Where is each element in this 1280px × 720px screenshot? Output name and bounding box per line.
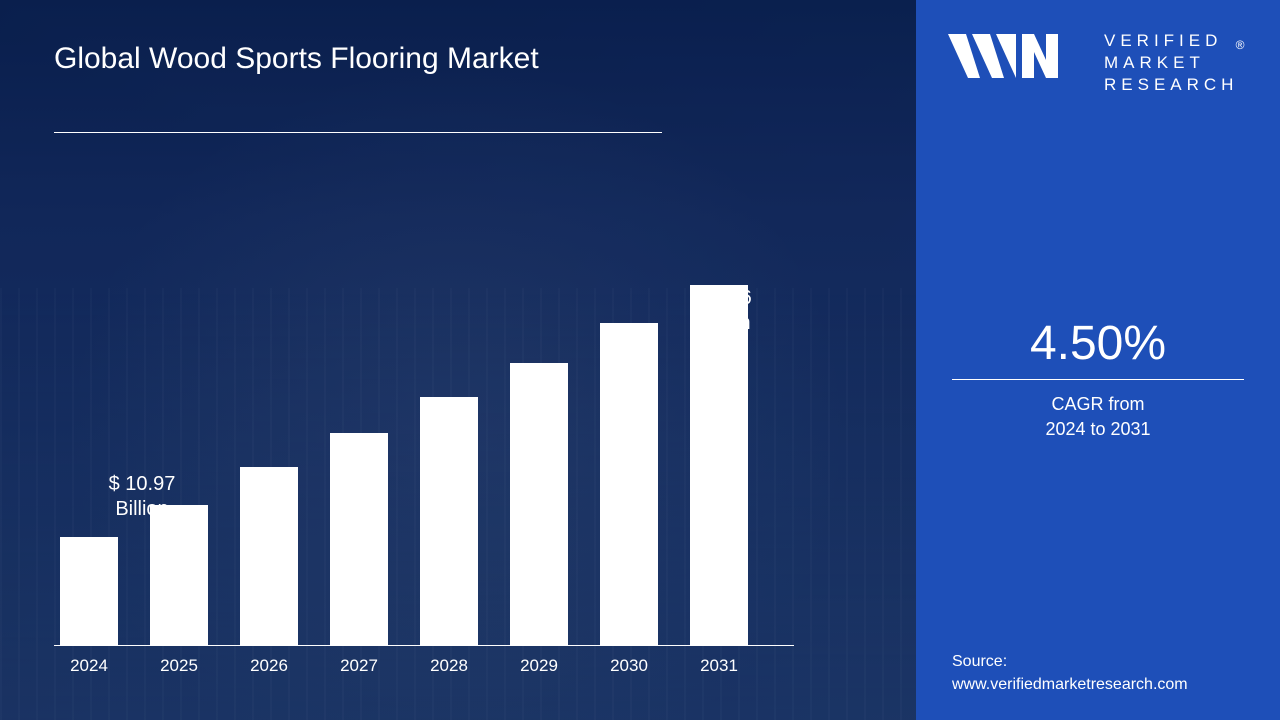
cagr-value: 4.50%: [952, 316, 1244, 371]
brand-line: MARKET: [1104, 53, 1205, 72]
brand-logo-block: VERIFIED MARKET RESEARCH ®: [946, 30, 1256, 96]
registered-mark: ®: [1236, 38, 1245, 52]
bar-2024: [60, 537, 118, 645]
year-labels: 2024 2025 2026 2027 2028 2029 2030 2031: [54, 656, 794, 676]
bar-2027: [330, 433, 388, 645]
left-panel: Global Wood Sports Flooring Market 2024 …: [0, 0, 916, 720]
year-label: 2026: [240, 656, 298, 676]
bar-chart: 2024 2025 2026 2027 2028 2029 2030 2031 …: [54, 164, 814, 684]
cagr-block: 4.50% CAGR from 2024 to 2031: [952, 316, 1244, 442]
year-label: 2025: [150, 656, 208, 676]
right-panel: VERIFIED MARKET RESEARCH ® 4.50% CAGR fr…: [916, 0, 1280, 720]
year-label: 2027: [330, 656, 388, 676]
source-label: Source:: [952, 653, 1007, 670]
source-block: Source: www.verifiedmarketresearch.com: [952, 651, 1188, 696]
bar-2031: [690, 285, 748, 645]
value-line2: Billion: [697, 312, 750, 334]
source-url: www.verifiedmarketresearch.com: [952, 676, 1188, 693]
value-line1: $ 15.6: [696, 287, 752, 309]
chart-title: Global Wood Sports Flooring Market: [54, 42, 539, 76]
year-label: 2031: [690, 656, 748, 676]
last-bar-value-label: $ 15.6 Billion: [674, 286, 774, 336]
cagr-caption-line: CAGR from: [1051, 394, 1144, 414]
year-label: 2030: [600, 656, 658, 676]
bar-2025: [150, 505, 208, 645]
title-underline: [54, 132, 662, 133]
bar-2029: [510, 363, 568, 645]
value-line2: Billion: [115, 498, 168, 520]
brand-line: RESEARCH: [1104, 75, 1238, 94]
bar-2026: [240, 467, 298, 645]
year-label: 2028: [420, 656, 478, 676]
vmr-logo-icon: [946, 30, 1086, 86]
bar-2030: [600, 323, 658, 645]
year-label: 2029: [510, 656, 568, 676]
cagr-caption: CAGR from 2024 to 2031: [952, 392, 1244, 442]
first-bar-value-label: $ 10.97 Billion: [92, 472, 192, 522]
chart-baseline: [54, 645, 794, 646]
brand-line: VERIFIED: [1104, 31, 1222, 50]
cagr-underline: [952, 379, 1244, 380]
bars-container: [54, 175, 794, 645]
cagr-caption-line: 2024 to 2031: [1045, 419, 1150, 439]
year-label: 2024: [60, 656, 118, 676]
brand-text: VERIFIED MARKET RESEARCH: [1104, 30, 1238, 96]
bar-2028: [420, 397, 478, 645]
value-line1: $ 10.97: [109, 473, 176, 495]
